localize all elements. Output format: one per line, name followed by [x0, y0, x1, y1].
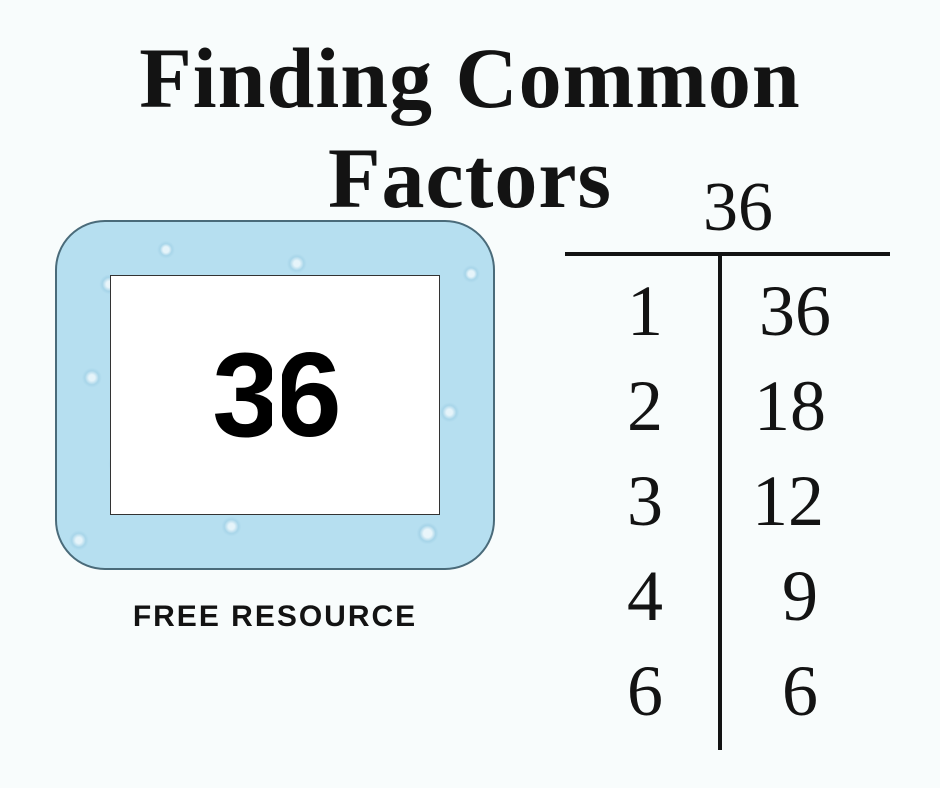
tchart-left-0: 1	[627, 271, 663, 351]
card-frame: 36	[55, 220, 495, 570]
free-resource-label: FREE RESOURCE	[55, 600, 495, 634]
tchart-right-4: 6	[782, 651, 818, 731]
tchart-header: 36	[703, 170, 773, 246]
tchart-right-0: 36	[759, 271, 831, 351]
number-card: 36	[55, 220, 495, 570]
tchart-left-3: 4	[627, 556, 663, 636]
tchart-left-1: 2	[627, 366, 663, 446]
tchart-left-4: 6	[627, 651, 663, 731]
card-inner: 36	[110, 275, 440, 515]
tchart-right-2: 12	[752, 461, 824, 541]
tchart-left-2: 3	[627, 461, 663, 541]
card-number: 36	[212, 326, 337, 464]
tchart-right-3: 9	[782, 556, 818, 636]
tchart-right-1: 18	[754, 366, 826, 446]
factor-t-chart: 36 1 2 3 4 6 36 18 12 9 6	[540, 170, 900, 760]
